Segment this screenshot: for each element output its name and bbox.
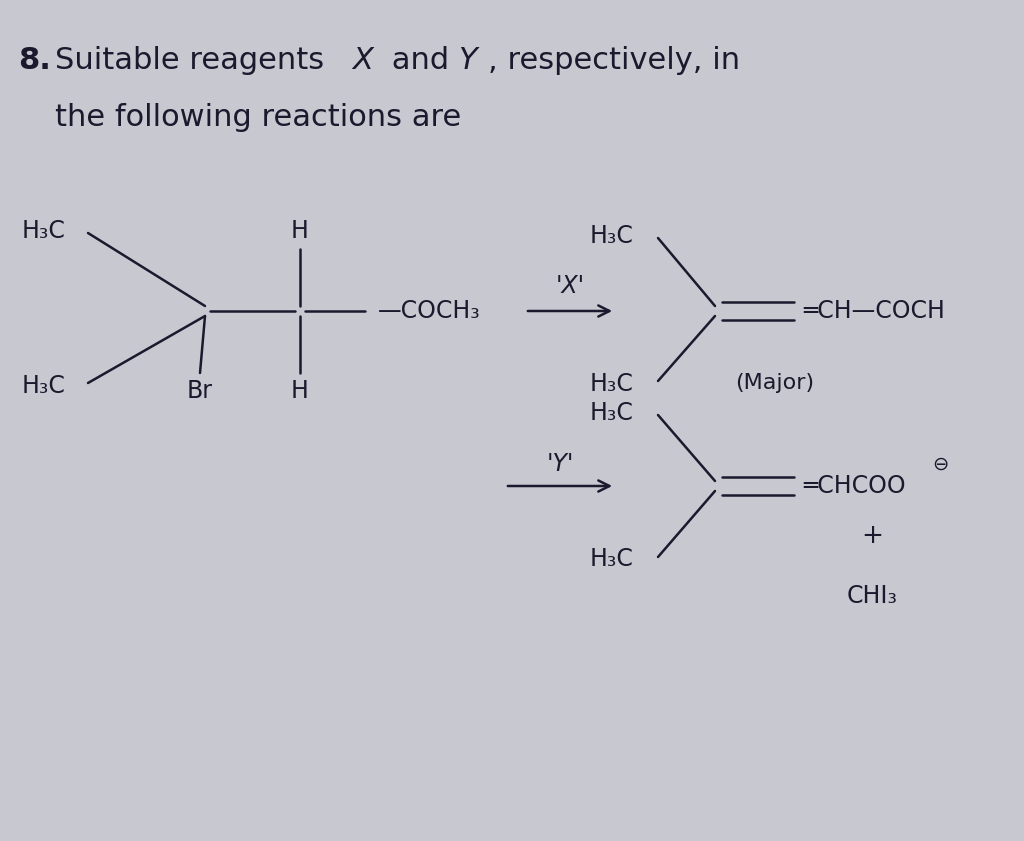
Text: —COCH₃: —COCH₃ bbox=[378, 299, 480, 323]
Text: H: H bbox=[291, 219, 309, 243]
Text: H: H bbox=[291, 379, 309, 403]
Text: H₃C: H₃C bbox=[590, 224, 634, 248]
Text: H₃C: H₃C bbox=[590, 401, 634, 425]
Text: ⊖: ⊖ bbox=[932, 454, 948, 473]
Text: H₃C: H₃C bbox=[590, 547, 634, 571]
Text: and: and bbox=[382, 46, 459, 75]
Text: +: + bbox=[861, 523, 883, 549]
Text: the following reactions are: the following reactions are bbox=[55, 103, 461, 132]
Text: ═CH—COCH: ═CH—COCH bbox=[803, 299, 945, 323]
Text: CHI₃: CHI₃ bbox=[847, 584, 897, 608]
Text: ═CHCOO: ═CHCOO bbox=[803, 474, 905, 498]
Text: H₃C: H₃C bbox=[22, 374, 66, 398]
Text: 'Y': 'Y' bbox=[547, 452, 573, 476]
Text: H₃C: H₃C bbox=[22, 219, 66, 243]
Text: Br: Br bbox=[187, 379, 213, 403]
Text: H₃C: H₃C bbox=[590, 372, 634, 396]
Text: X: X bbox=[352, 46, 373, 75]
Text: Suitable reagents: Suitable reagents bbox=[55, 46, 334, 75]
Text: Y: Y bbox=[458, 46, 476, 75]
Text: 8.: 8. bbox=[18, 46, 51, 75]
Text: , respectively, in: , respectively, in bbox=[488, 46, 740, 75]
Text: 'X': 'X' bbox=[555, 274, 585, 298]
Text: (Major): (Major) bbox=[735, 373, 814, 393]
